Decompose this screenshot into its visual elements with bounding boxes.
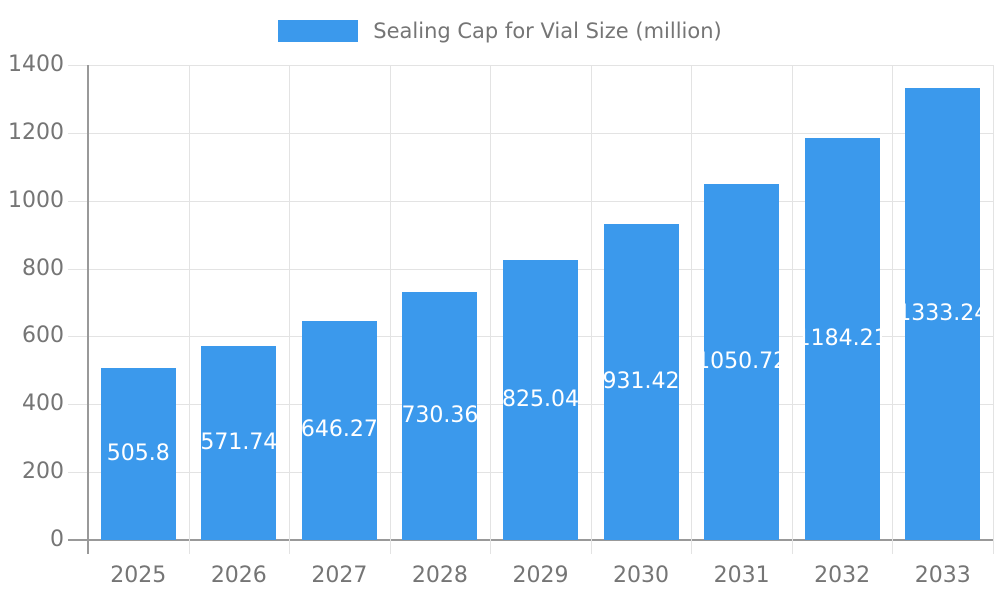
v-gridline [289, 65, 291, 554]
v-gridline [993, 65, 994, 554]
y-axis-tick-label: 1400 [8, 52, 64, 77]
h-gridline [68, 132, 993, 134]
bar-2033 [905, 87, 981, 540]
bar-value-label: 505.8 [106, 441, 170, 467]
legend-swatch [278, 20, 359, 42]
bar-value-label: 1184.21 [796, 326, 888, 352]
bar-2032 [804, 138, 880, 540]
v-gridline [892, 65, 894, 554]
bar-2025 [100, 368, 176, 540]
h-gridline [68, 65, 993, 66]
bar-2026 [201, 346, 277, 540]
x-axis-tick-label: 2030 [613, 563, 670, 588]
bar-value-label: 730.36 [401, 403, 479, 429]
h-gridline [68, 200, 993, 202]
bar-2031 [704, 183, 780, 540]
y-axis-tick-label: 0 [50, 527, 64, 552]
v-gridline [691, 65, 693, 554]
y-axis-tick-label: 800 [22, 255, 64, 281]
y-axis-line [87, 65, 89, 554]
x-axis-baseline [68, 539, 993, 541]
y-axis-tick-label: 200 [22, 459, 64, 485]
bar-value-label: 1333.24 [897, 300, 989, 326]
x-axis-tick-label: 2028 [411, 563, 468, 588]
y-axis-tick-label: 600 [22, 323, 64, 349]
x-axis-tick-label: 2029 [512, 563, 569, 588]
bar-2030 [603, 223, 679, 540]
v-gridline [188, 65, 190, 554]
bar-value-label: 1050.72 [696, 348, 788, 374]
bar-value-label: 571.74 [200, 430, 278, 455]
x-axis-tick-label: 2026 [210, 563, 267, 588]
legend: Sealing Cap for Vial Size (million) [0, 18, 1000, 44]
bar-2029 [503, 260, 578, 540]
bar-2027 [301, 320, 377, 540]
y-axis-tick-label: 1000 [8, 187, 64, 213]
legend-label: Sealing Cap for Vial Size (million) [373, 19, 722, 43]
x-axis-tick-label: 2027 [311, 563, 368, 588]
v-gridline [791, 65, 793, 554]
v-gridline [590, 65, 592, 554]
x-axis-tick-label: 2033 [914, 563, 971, 588]
x-axis-tick-label: 2031 [713, 563, 770, 588]
x-axis-tick-label: 2032 [814, 563, 871, 588]
v-gridline [389, 65, 391, 554]
v-gridline [490, 65, 492, 554]
y-axis-tick-label: 400 [22, 391, 64, 417]
y-axis-tick-label: 1200 [8, 119, 64, 145]
x-axis-tick-label: 2025 [110, 563, 167, 588]
bar-2028 [402, 292, 478, 540]
bar-value-label: 931.42 [602, 368, 680, 394]
bar-value-label: 825.04 [502, 387, 579, 413]
bar-value-label: 646.27 [300, 417, 378, 443]
